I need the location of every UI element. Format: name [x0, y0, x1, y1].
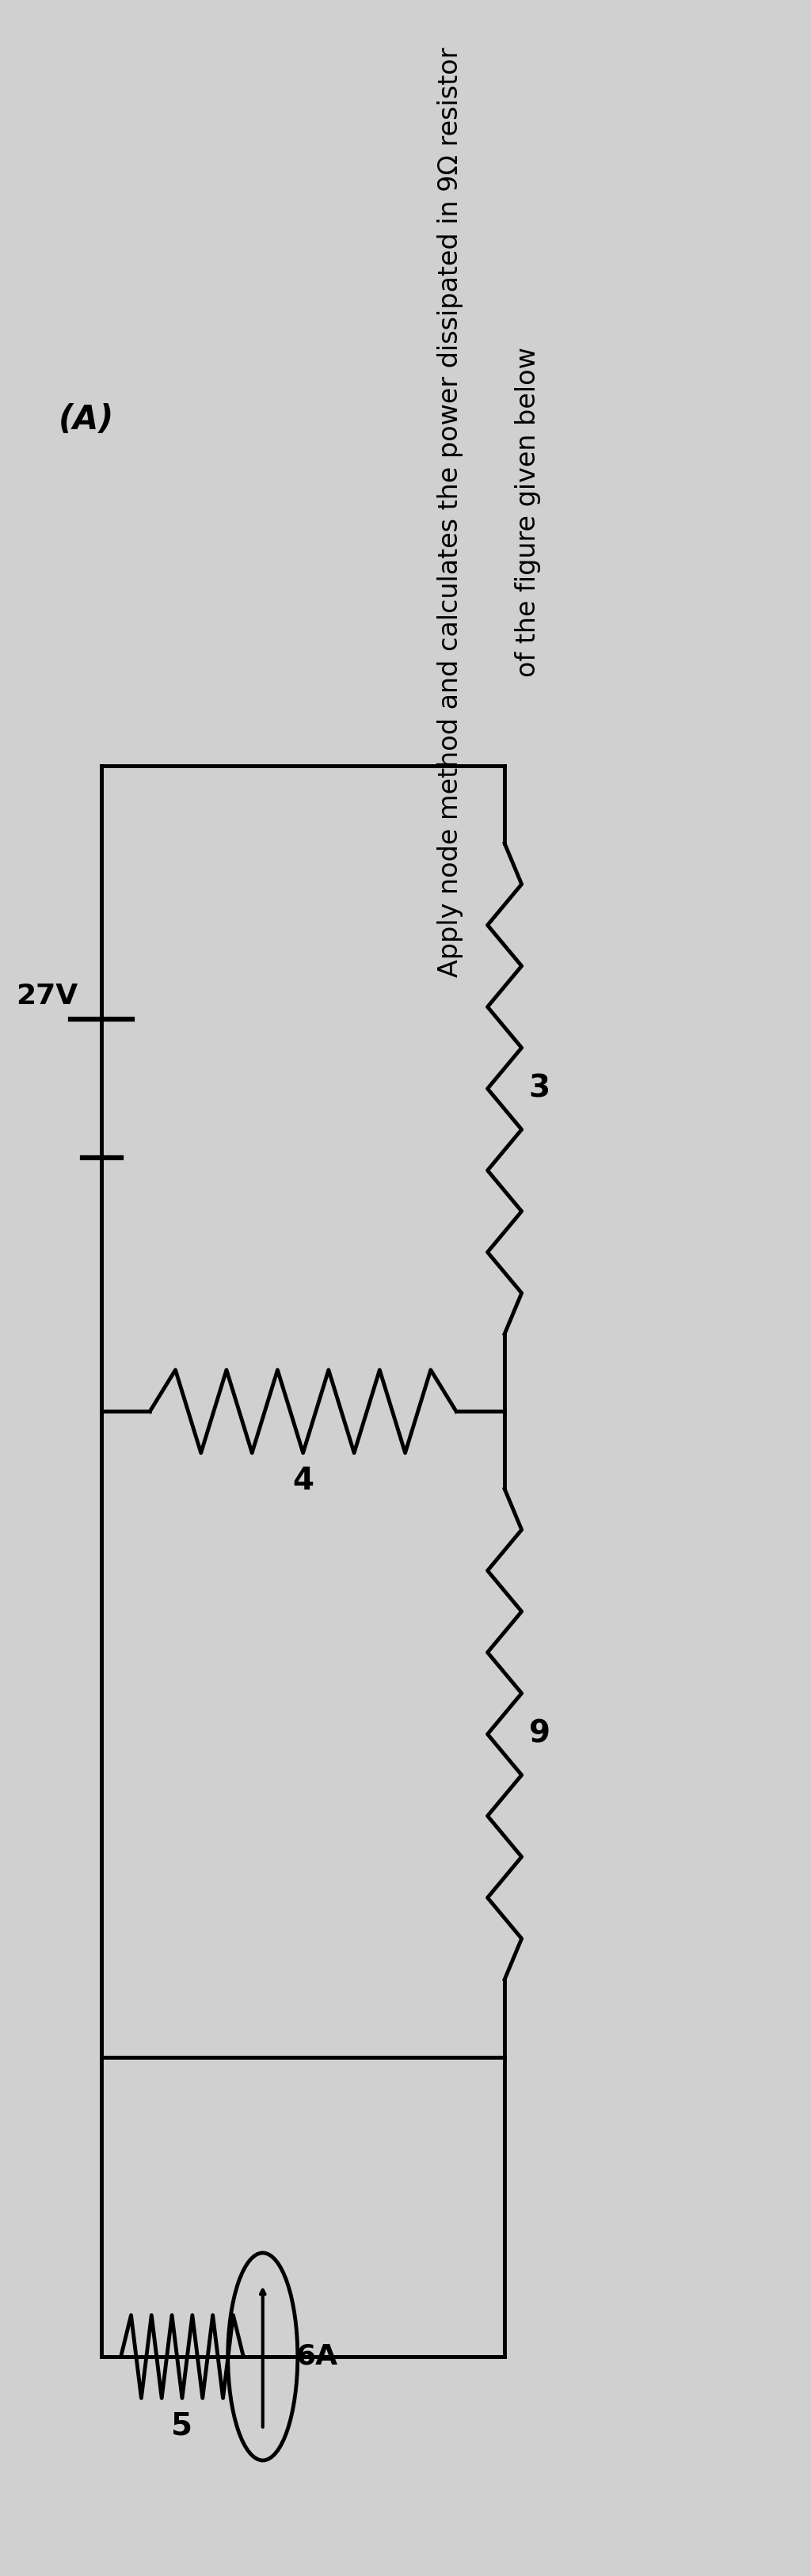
- Text: (A): (A): [58, 404, 114, 438]
- Text: Apply node method and calculates the power dissipated in 9Ω resistor: Apply node method and calculates the pow…: [437, 46, 463, 976]
- Text: 3: 3: [529, 1074, 550, 1103]
- Text: 27V: 27V: [16, 984, 78, 1010]
- Text: 5: 5: [171, 2411, 193, 2442]
- Text: 4: 4: [292, 1466, 314, 1497]
- Text: 9: 9: [529, 1718, 550, 1749]
- Text: of the figure given below: of the figure given below: [515, 348, 541, 677]
- Text: 6A: 6A: [296, 2344, 338, 2370]
